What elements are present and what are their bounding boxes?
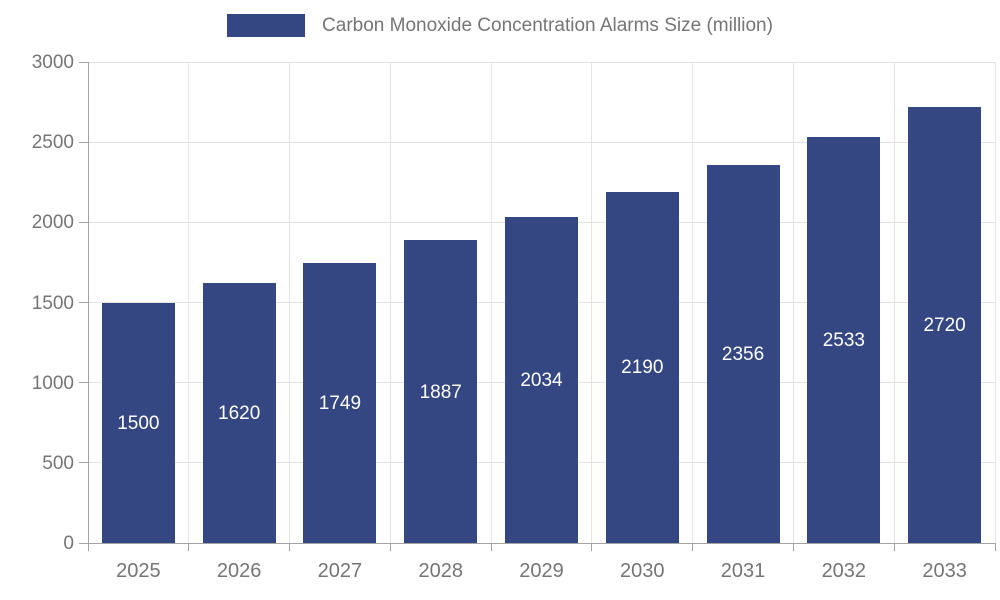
x-tick-mark	[893, 543, 895, 551]
bar	[505, 216, 578, 543]
bar-value-label: 2720	[923, 314, 966, 336]
y-tick-mark	[79, 382, 88, 384]
x-gridline	[188, 62, 190, 543]
y-gridline	[88, 61, 995, 63]
y-tick-mark	[79, 462, 88, 464]
bar-value-label: 1887	[419, 381, 462, 403]
bar	[303, 262, 377, 543]
x-tick-mark	[289, 543, 291, 551]
x-tick-label: 2030	[620, 560, 665, 582]
x-tick-label: 2031	[720, 560, 766, 582]
bar-value-label: 2034	[520, 369, 563, 391]
x-gridline	[289, 62, 291, 543]
legend-label: Carbon Monoxide Concentration Alarms Siz…	[322, 14, 773, 36]
x-axis-line	[88, 542, 995, 544]
y-tick-mark	[79, 221, 88, 223]
x-tick-label: 2026	[216, 560, 262, 582]
y-tick-label: 3000	[31, 52, 74, 73]
x-gridline	[490, 62, 492, 543]
x-gridline	[591, 62, 593, 543]
bar	[202, 283, 276, 543]
bar	[101, 302, 175, 543]
x-tick-label: 2033	[922, 560, 967, 582]
y-tick-label: 500	[42, 452, 74, 474]
x-tick-mark	[389, 543, 391, 551]
bar-value-label: 2533	[822, 329, 865, 351]
x-tick-mark	[490, 543, 492, 551]
x-gridline	[792, 62, 794, 543]
x-tick-mark	[591, 543, 593, 551]
x-tick-mark	[692, 543, 694, 551]
y-tick-mark	[79, 542, 88, 544]
x-gridline	[893, 62, 895, 543]
bar-value-label: 1620	[218, 403, 261, 425]
bar-value-label: 2190	[621, 357, 664, 379]
x-gridline	[692, 62, 694, 543]
y-tick-label: 1000	[31, 372, 74, 394]
y-axis-line	[87, 62, 89, 551]
x-tick-label: 2032	[821, 560, 867, 582]
y-tick-mark	[79, 302, 88, 303]
x-tick-mark	[188, 543, 190, 551]
y-tick-label: 1500	[31, 292, 74, 314]
y-tick-mark	[79, 61, 88, 63]
x-tick-mark	[994, 543, 996, 551]
bar-value-label: 1749	[318, 392, 362, 414]
x-tick-mark	[792, 543, 794, 551]
bar	[706, 165, 780, 543]
y-tick-label: 2500	[31, 132, 74, 154]
y-tick-label: 2000	[31, 212, 74, 234]
y-gridline	[88, 141, 995, 143]
bar	[908, 106, 982, 543]
bar	[605, 191, 679, 543]
bar-value-label: 2356	[721, 344, 765, 366]
bar	[807, 136, 881, 543]
x-tick-label: 2025	[116, 560, 161, 582]
bar-value-label: 1500	[117, 412, 160, 434]
y-tick-mark	[79, 141, 88, 143]
x-gridline	[994, 62, 996, 543]
x-tick-label: 2027	[317, 560, 363, 582]
x-tick-label: 2028	[418, 560, 463, 582]
legend-swatch	[227, 14, 306, 37]
x-tick-label: 2029	[519, 560, 564, 582]
chart-legend: Carbon Monoxide Concentration Alarms Siz…	[0, 14, 1000, 37]
bar	[404, 240, 478, 543]
y-tick-label: 0	[63, 533, 74, 554]
x-gridline	[389, 62, 391, 543]
